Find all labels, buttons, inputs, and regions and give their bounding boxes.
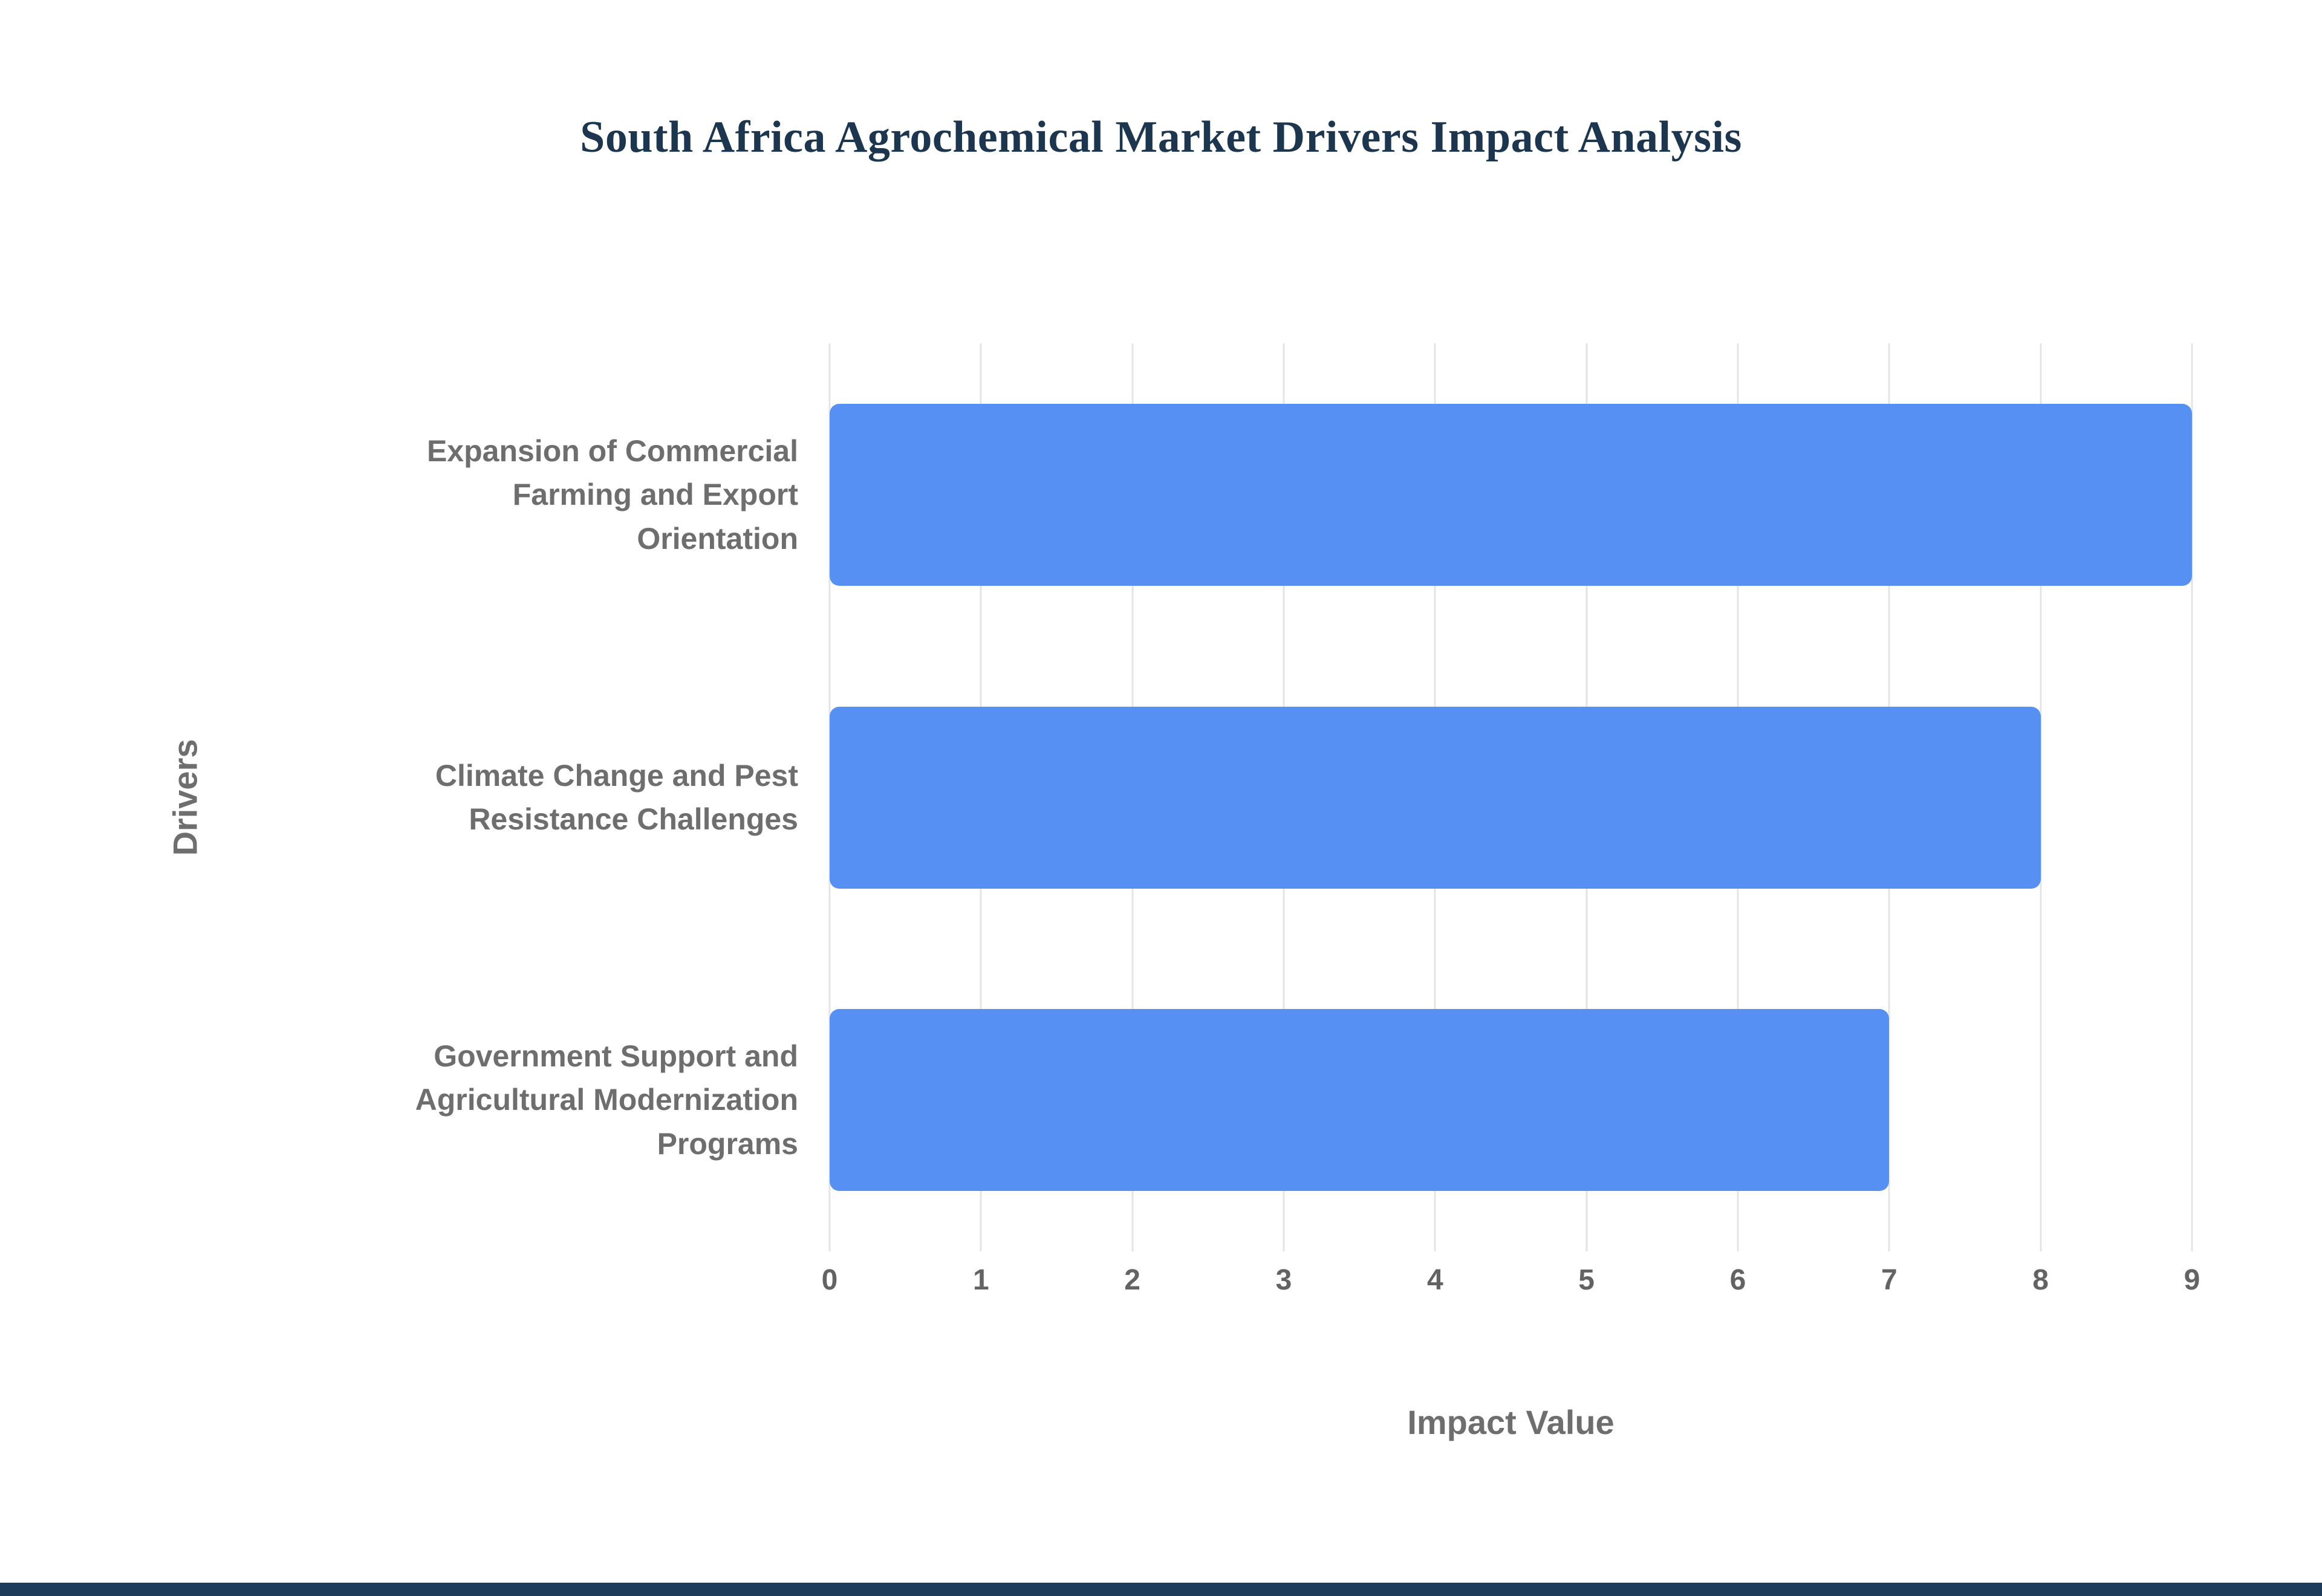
category-label: Climate Change and Pest Resistance Chall… <box>435 758 798 837</box>
category-axis-labels: Expansion of Commercial Farming and Expo… <box>363 343 798 1251</box>
x-axis-tick-labels: 0 1 2 3 4 5 6 7 8 9 <box>822 1264 2200 1306</box>
x-tick-label: 4 <box>1426 1264 1443 1296</box>
bar-2 <box>830 706 2041 889</box>
x-tick-label: 7 <box>1881 1264 1898 1296</box>
bar-row <box>830 646 2192 949</box>
x-tick-label: 9 <box>2184 1264 2200 1296</box>
x-tick-label: 3 <box>1275 1264 1292 1296</box>
plot-area <box>828 343 2193 1251</box>
x-tick-label: 1 <box>972 1264 989 1296</box>
x-tick-label: 8 <box>2032 1264 2049 1296</box>
grid-line <box>2191 343 2193 1251</box>
category-label: Government Support and Agricultural Mode… <box>415 1039 798 1161</box>
bar-3 <box>830 1009 1890 1192</box>
bar-row <box>830 949 2192 1251</box>
footer-strip <box>0 1583 2322 1596</box>
category-label: Expansion of Commercial Farming and Expo… <box>426 433 798 556</box>
bar-series <box>830 343 2192 1251</box>
bar-1 <box>830 403 2192 586</box>
bar-row <box>830 343 2192 646</box>
grid-line <box>2040 343 2042 1251</box>
x-tick-label: 6 <box>1729 1264 1746 1296</box>
x-tick-label: 5 <box>1578 1264 1595 1296</box>
x-tick-label: 2 <box>1124 1264 1141 1296</box>
x-tick-label: 0 <box>821 1264 838 1296</box>
x-axis-title: Impact Value <box>1407 1403 1615 1441</box>
y-axis-title: Drivers <box>166 739 204 856</box>
chart-title: South Africa Agrochemical Market Drivers… <box>580 112 1742 162</box>
